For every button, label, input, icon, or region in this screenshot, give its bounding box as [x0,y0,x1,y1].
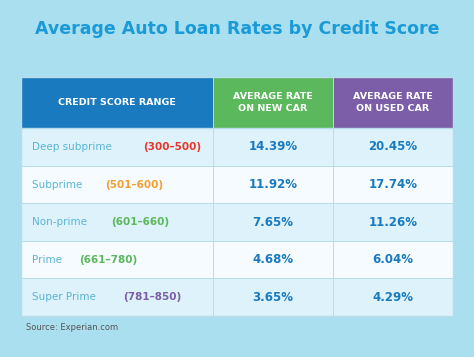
Text: (781–850): (781–850) [123,292,181,302]
Text: Average Auto Loan Rates by Credit Score: Average Auto Loan Rates by Credit Score [35,20,439,37]
Text: (601–660): (601–660) [111,217,170,227]
Bar [21,278,213,316]
Text: Subprime: Subprime [32,180,89,190]
Bar [213,77,333,128]
Bar [333,278,453,316]
Text: Deep subprime: Deep subprime [32,142,118,152]
Text: CREDIT SCORE RANGE: CREDIT SCORE RANGE [58,98,176,107]
Text: AVERAGE RATE
ON USED CAR: AVERAGE RATE ON USED CAR [353,92,433,113]
Text: 4.68%: 4.68% [253,253,294,266]
Bar [21,166,213,203]
Text: Super Prime: Super Prime [32,292,102,302]
Text: (300–500): (300–500) [144,142,202,152]
Text: 11.92%: 11.92% [249,178,298,191]
Bar [21,241,213,278]
Bar [333,128,453,166]
Text: 14.39%: 14.39% [248,140,298,154]
Bar [333,241,453,278]
Bar [21,77,213,128]
Bar [213,203,333,241]
Bar [213,166,333,203]
Bar [213,278,333,316]
Text: (661–780): (661–780) [79,255,137,265]
Text: 6.04%: 6.04% [372,253,413,266]
Bar [333,203,453,241]
Text: (501–600): (501–600) [106,180,164,190]
Bar [21,77,453,316]
Text: Non-prime: Non-prime [32,217,93,227]
Bar [21,203,213,241]
Text: 4.29%: 4.29% [372,291,413,304]
Bar [21,128,213,166]
Text: 11.26%: 11.26% [368,216,417,228]
Text: 17.74%: 17.74% [368,178,417,191]
Bar [333,166,453,203]
Text: 20.45%: 20.45% [368,140,418,154]
Text: 7.65%: 7.65% [253,216,293,228]
Text: 3.65%: 3.65% [253,291,293,304]
Text: AVERAGE RATE
ON NEW CAR: AVERAGE RATE ON NEW CAR [233,92,313,113]
Text: Prime: Prime [32,255,69,265]
Text: Source: Experian.com: Source: Experian.com [26,323,118,332]
Bar [213,241,333,278]
Bar [213,128,333,166]
Bar [333,77,453,128]
